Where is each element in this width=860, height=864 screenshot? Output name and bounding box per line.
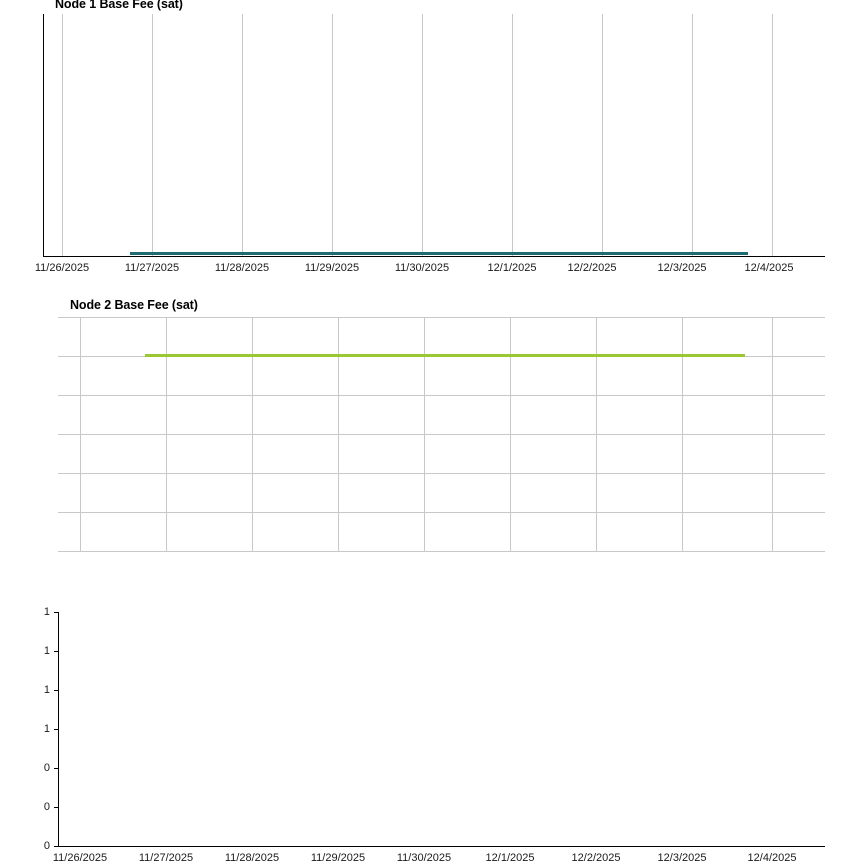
- y-tick-mark: [54, 846, 59, 847]
- x-tick-label: 11/28/2025: [224, 852, 280, 864]
- x-tick-label: 11/26/2025: [34, 262, 90, 274]
- gridline-vertical: [596, 317, 597, 551]
- gridline-horizontal: [58, 551, 825, 552]
- series-line-node-1-base-fee: [130, 252, 748, 255]
- gridline-vertical: [772, 14, 773, 256]
- x-tick-label: 12/2/2025: [567, 262, 617, 274]
- gridline-vertical: [422, 14, 423, 256]
- y-tick-mark: [54, 690, 59, 691]
- y-tick-label: 1: [43, 645, 50, 657]
- x-tick-label: 12/3/2025: [657, 852, 707, 864]
- plot-area-node-2: [58, 317, 825, 552]
- gridline-vertical: [252, 317, 253, 551]
- y-tick-label: 0: [43, 840, 50, 852]
- gridline-horizontal: [58, 395, 825, 396]
- x-axis-line-node-1: [43, 256, 825, 257]
- y-tick-label: 0: [43, 801, 50, 813]
- gridline-vertical: [242, 14, 243, 256]
- gridline-vertical: [510, 317, 511, 551]
- gridline-vertical: [772, 317, 773, 551]
- chart-title-node-2: Node 2 Base Fee (sat): [70, 298, 198, 312]
- y-tick-label: 1: [43, 684, 50, 696]
- gridline-vertical: [152, 14, 153, 256]
- x-tick-label: 11/30/2025: [394, 262, 450, 274]
- series-line-node-2-base-fee: [145, 354, 745, 357]
- x-tick-label: 11/29/2025: [310, 852, 366, 864]
- x-tick-label: 11/27/2025: [124, 262, 180, 274]
- gridline-horizontal: [58, 512, 825, 513]
- y-tick-label: 0: [43, 762, 50, 774]
- chart-panel-node-1: Node 1 Base Fee (sat) 11/26/2025 11/27/2…: [0, 0, 860, 295]
- y-axis-line-node-1: [43, 14, 44, 257]
- gridline-vertical: [166, 317, 167, 551]
- gridline-vertical: [602, 14, 603, 256]
- gridline-horizontal: [58, 317, 825, 318]
- gridline-vertical: [338, 317, 339, 551]
- y-tick-label: 1: [43, 723, 50, 735]
- x-tick-label: 12/1/2025: [485, 852, 535, 864]
- chart-panel-node-2: Node 2 Base Fee (sat) 1 1 1 1 0 0 0: [0, 295, 860, 864]
- y-tick-mark: [54, 729, 59, 730]
- gridline-horizontal: [58, 434, 825, 435]
- gridline-vertical: [692, 14, 693, 256]
- x-tick-label: 11/26/2025: [52, 852, 108, 864]
- y-tick-mark: [54, 651, 59, 652]
- x-tick-label: 12/1/2025: [487, 262, 537, 274]
- gridline-vertical: [424, 317, 425, 551]
- y-tick-mark: [54, 768, 59, 769]
- x-tick-label: 11/27/2025: [138, 852, 194, 864]
- x-tick-label: 11/28/2025: [214, 262, 270, 274]
- y-tick-label: 1: [43, 606, 50, 618]
- gridline-vertical: [62, 14, 63, 256]
- x-tick-label: 11/30/2025: [396, 852, 452, 864]
- gridline-vertical: [682, 317, 683, 551]
- x-tick-label: 12/4/2025: [744, 262, 794, 274]
- x-tick-label: 12/3/2025: [657, 262, 707, 274]
- gridline-horizontal: [58, 473, 825, 474]
- plot-area-node-1: [43, 14, 825, 256]
- gridline-vertical: [512, 14, 513, 256]
- gridline-vertical: [332, 14, 333, 256]
- x-axis-line-node-2: [58, 846, 825, 847]
- y-tick-mark: [54, 807, 59, 808]
- x-tick-label: 12/4/2025: [747, 852, 797, 864]
- chart-title-node-1: Node 1 Base Fee (sat): [55, 0, 183, 11]
- x-tick-label: 11/29/2025: [304, 262, 360, 274]
- gridline-vertical: [80, 317, 81, 551]
- x-tick-label: 12/2/2025: [571, 852, 621, 864]
- y-tick-mark: [54, 612, 59, 613]
